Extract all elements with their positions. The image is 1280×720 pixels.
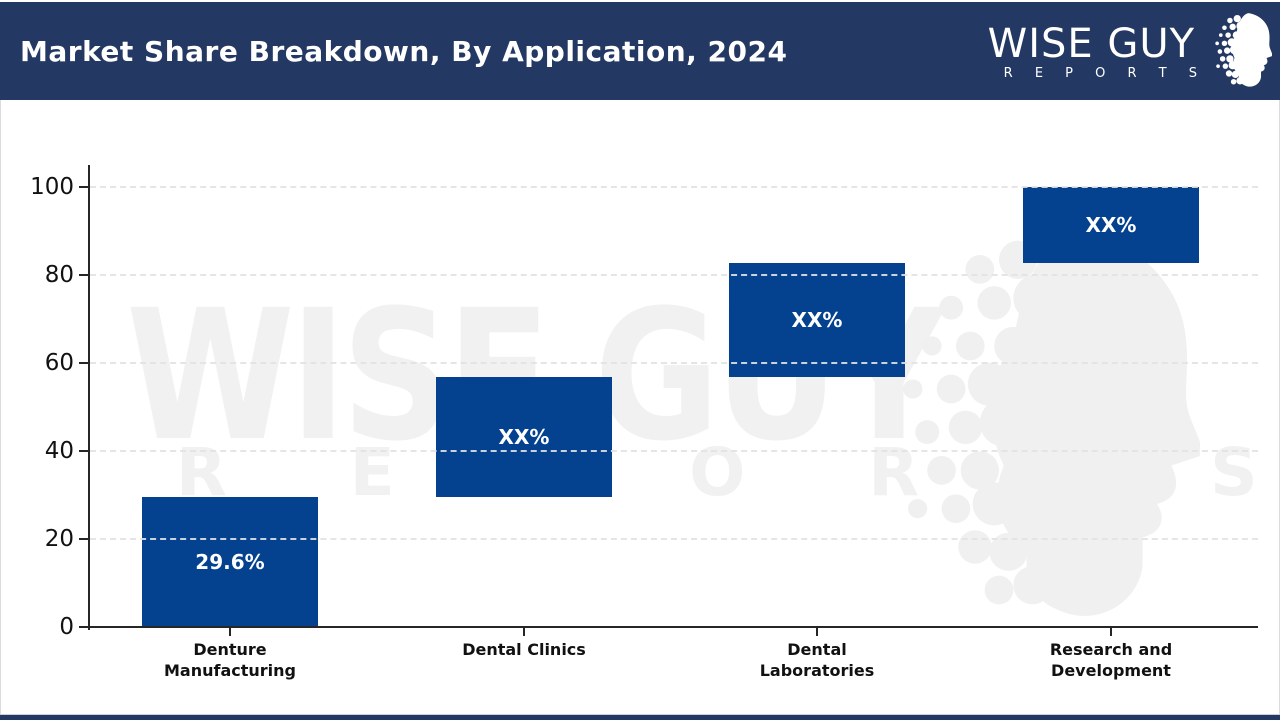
gridline-60: [90, 362, 1258, 364]
x-tick-denture-manufacturing: [229, 628, 231, 636]
x-axis-category-denture-manufacturing: Denture Manufacturing: [164, 640, 296, 680]
left-border: [0, 100, 1, 714]
y-axis-label-80: 80: [44, 262, 74, 288]
y-axis-label-40: 40: [44, 438, 74, 464]
watermark-head-icon: [903, 231, 1200, 616]
gridline-80: [90, 274, 1258, 276]
y-axis-label-0: 0: [59, 614, 74, 640]
footer-divider: [0, 714, 1280, 715]
bar-value-label-dental-clinics: XX%: [498, 424, 550, 449]
bar-value-label-dental-laboratories: XX%: [791, 308, 843, 333]
gridline-40: [90, 450, 1258, 452]
bar-dental-laboratories: [729, 263, 905, 378]
gridline-100: [90, 186, 1258, 188]
x-axis-category-dental-laboratories: Dental Laboratories: [759, 640, 875, 680]
y-tick-40: [79, 450, 88, 452]
bar-dental-clinics: [436, 377, 612, 497]
chart-title: Market Share Breakdown, By Application, …: [20, 34, 788, 68]
x-tick-dental-clinics: [523, 628, 525, 636]
footer-bar: [0, 715, 1280, 720]
bar-value-label-denture-manufacturing: 29.6%: [195, 549, 265, 574]
y-tick-0: [79, 626, 88, 628]
y-axis-label-100: 100: [30, 174, 74, 200]
logo-head-icon: [1215, 13, 1272, 87]
x-axis-category-research-and-development: Research and Development: [1049, 640, 1173, 680]
logo-wiseguy-label: WISE GUY: [987, 21, 1196, 67]
y-axis-line: [88, 165, 90, 630]
x-axis-line: [88, 626, 1258, 628]
bar-denture-manufacturing: [142, 496, 318, 627]
header-bar: Market Share Breakdown, By Application, …: [0, 0, 1280, 100]
logo: WISE GUY R E P O R T S: [988, 6, 1272, 98]
y-axis-label-20: 20: [44, 526, 74, 552]
x-axis-category-dental-clinics: Dental Clinics: [462, 640, 586, 659]
x-tick-dental-laboratories: [816, 628, 818, 636]
y-axis-label-60: 60: [44, 350, 74, 376]
gridline-20: [90, 538, 1258, 540]
x-tick-research-and-development: [1110, 628, 1112, 636]
logo-reports-label: R E P O R T S: [1003, 66, 1206, 81]
bar-research-and-development: [1023, 187, 1199, 264]
logo-text: WISE GUY R E P O R T S: [988, 22, 1206, 82]
bar-value-label-research-and-development: XX%: [1085, 213, 1137, 238]
y-tick-60: [79, 362, 88, 364]
y-tick-20: [79, 538, 88, 540]
y-tick-80: [79, 274, 88, 276]
y-tick-100: [79, 186, 88, 188]
